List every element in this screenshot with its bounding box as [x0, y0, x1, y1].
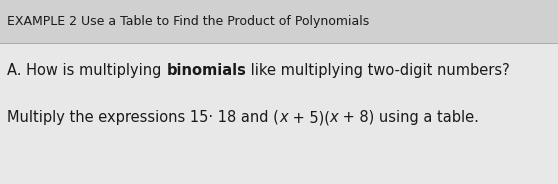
Text: Multiply the expressions 15· 18 and (: Multiply the expressions 15· 18 and (	[7, 110, 279, 125]
Text: A. How is multiplying: A. How is multiplying	[7, 63, 166, 78]
Text: + 8) using a table.: + 8) using a table.	[338, 110, 479, 125]
Text: x: x	[330, 110, 338, 125]
Text: binomials: binomials	[166, 63, 246, 78]
Text: like multiplying two-digit numbers?: like multiplying two-digit numbers?	[246, 63, 510, 78]
FancyBboxPatch shape	[0, 0, 558, 43]
Text: x: x	[279, 110, 288, 125]
Text: EXAMPLE 2 Use a Table to Find the Product of Polynomials: EXAMPLE 2 Use a Table to Find the Produc…	[7, 15, 369, 28]
Text: + 5)(: + 5)(	[288, 110, 330, 125]
